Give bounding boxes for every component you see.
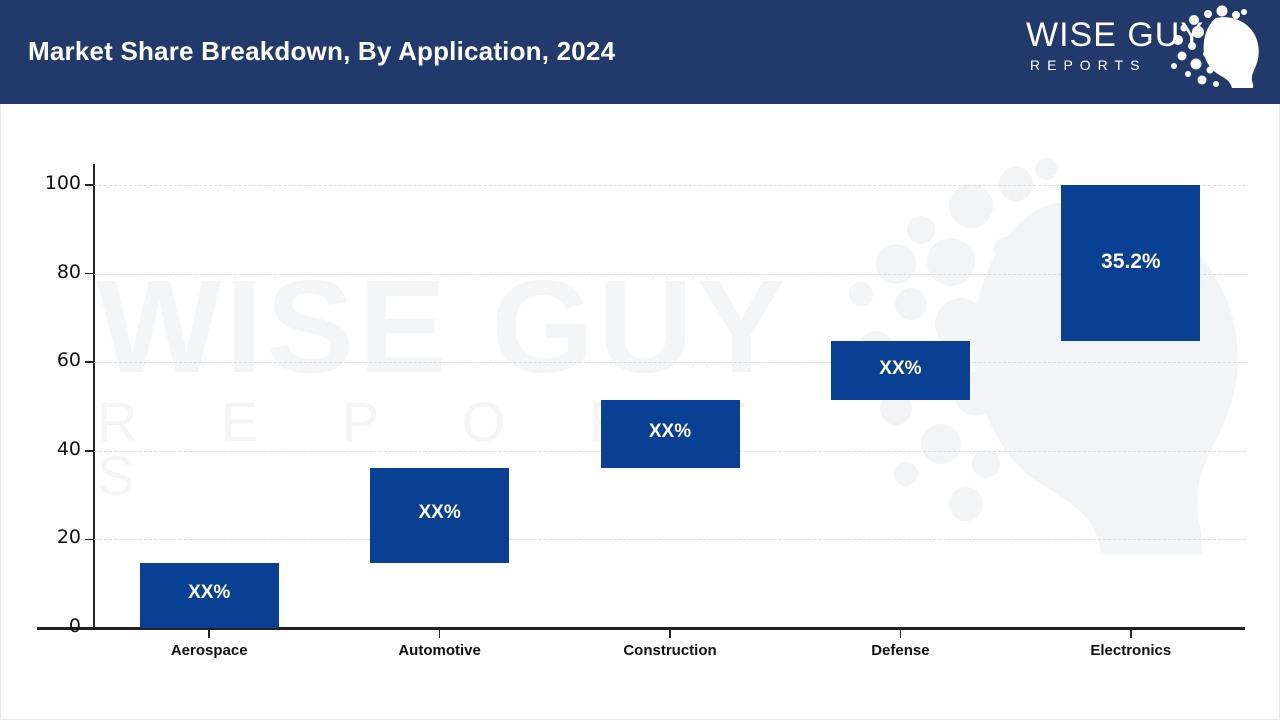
y-axis-tick — [85, 184, 94, 186]
bar-automotive[interactable]: XX% — [370, 468, 510, 563]
watermark-line1: WISE GUY — [97, 253, 790, 400]
bar-value-label: XX% — [418, 502, 461, 524]
bar-aerospace[interactable]: XX% — [139, 562, 279, 628]
logo-wordmark-line1: WISE GUY — [1026, 16, 1204, 54]
bar-value-label: XX% — [879, 357, 922, 379]
x-axis-tick — [669, 629, 671, 638]
gridline — [94, 539, 1246, 541]
bar-construction[interactable]: XX% — [600, 400, 740, 469]
x-axis-tick — [1130, 629, 1132, 638]
x-axis-tick — [208, 629, 210, 638]
x-axis-label-electronics: Electronics — [1090, 642, 1172, 659]
y-axis-label: 40 — [56, 437, 81, 460]
x-axis-label-automotive: Automotive — [398, 642, 481, 659]
y-axis-line — [93, 164, 95, 628]
gridline — [94, 185, 1246, 186]
wise-guy-reports-logo: WISE GUY REPORTS — [1026, 5, 1259, 89]
page-header: Market Share Breakdown, By Application, … — [0, 0, 1280, 104]
bar-electronics[interactable]: 35.2% — [1061, 185, 1201, 341]
y-axis-tick — [85, 538, 94, 541]
y-axis-tick — [85, 450, 94, 452]
x-axis-label-construction: Construction — [623, 642, 717, 659]
bar-value-label: XX% — [188, 582, 231, 604]
watermark-text: WISE GUY R E P O R T S — [97, 253, 897, 503]
x-axis-tick — [438, 629, 441, 638]
x-axis-label-aerospace: Aerospace — [170, 642, 248, 659]
x-axis-tick — [899, 629, 902, 638]
plot-area: WISE GUY R E P O R T S — [1, 104, 1279, 719]
y-axis-label: 0 — [68, 615, 81, 637]
bar-value-label: 35.2% — [1101, 249, 1161, 273]
logo-wordmark-line2: REPORTS — [1030, 57, 1146, 73]
y-axis-label: 20 — [56, 526, 81, 549]
y-axis-tick — [85, 272, 94, 275]
y-axis-label: 100 — [44, 172, 81, 194]
logo-head-icon — [1171, 5, 1259, 89]
y-axis-tick — [85, 361, 94, 363]
y-axis-label: 60 — [56, 349, 81, 372]
bar-defense[interactable]: XX% — [830, 340, 970, 401]
chart-container: WISE GUY R E P O R T S — [0, 104, 1280, 720]
gridline — [94, 362, 1246, 364]
page-title: Market Share Breakdown, By Application, … — [28, 36, 616, 66]
y-axis-label: 80 — [56, 260, 81, 283]
y-axis-tick — [85, 627, 94, 629]
x-axis-line — [37, 627, 1245, 630]
x-axis-label-defense: Defense — [871, 642, 930, 659]
bar-value-label: XX% — [648, 421, 692, 443]
gridline — [94, 273, 1246, 275]
